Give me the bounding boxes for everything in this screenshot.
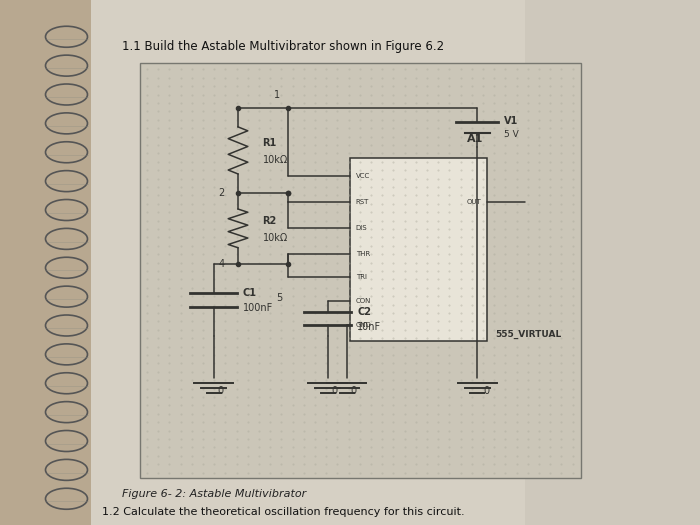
Text: 0: 0 [483,386,489,396]
Text: 0: 0 [350,386,356,396]
Text: DIS: DIS [356,225,368,231]
Text: 10kΩ: 10kΩ [262,155,288,165]
Bar [350,158,486,341]
Text: C1: C1 [243,288,257,299]
Bar [0,0,91,525]
Text: 555_VIRTUAL: 555_VIRTUAL [495,330,561,339]
Text: 1.1 Build the Astable Multivibrator shown in Figure 6.2: 1.1 Build the Astable Multivibrator show… [122,40,444,53]
Text: OUT: OUT [466,198,481,205]
Text: GND: GND [356,322,372,328]
Text: V1: V1 [504,116,518,126]
Bar [140,63,581,478]
Bar [525,0,700,525]
Text: 2: 2 [218,188,225,198]
Text: A1: A1 [467,134,483,144]
Text: VCC: VCC [356,173,370,179]
Text: 5: 5 [276,293,283,303]
Text: 10kΩ: 10kΩ [262,233,288,243]
Text: 10nF: 10nF [357,322,381,332]
Text: 4: 4 [218,258,225,269]
Text: RST: RST [356,198,369,205]
Text: 5 V: 5 V [504,130,519,139]
Text: 100nF: 100nF [243,303,273,313]
Text: Figure 6- 2: Astable Multivibrator: Figure 6- 2: Astable Multivibrator [122,489,307,499]
Text: C2: C2 [357,307,371,317]
Text: 0: 0 [217,386,223,396]
Text: 1.2 Calculate the theoretical oscillation frequency for this circuit.: 1.2 Calculate the theoretical oscillatio… [102,507,464,517]
Text: TRI: TRI [356,274,367,280]
Text: CON: CON [356,298,371,304]
Text: R2: R2 [262,215,276,226]
Text: 1: 1 [274,90,280,100]
Text: 0: 0 [331,386,337,396]
Bar [91,0,525,525]
Text: R1: R1 [262,138,276,148]
Text: THR: THR [356,251,370,257]
